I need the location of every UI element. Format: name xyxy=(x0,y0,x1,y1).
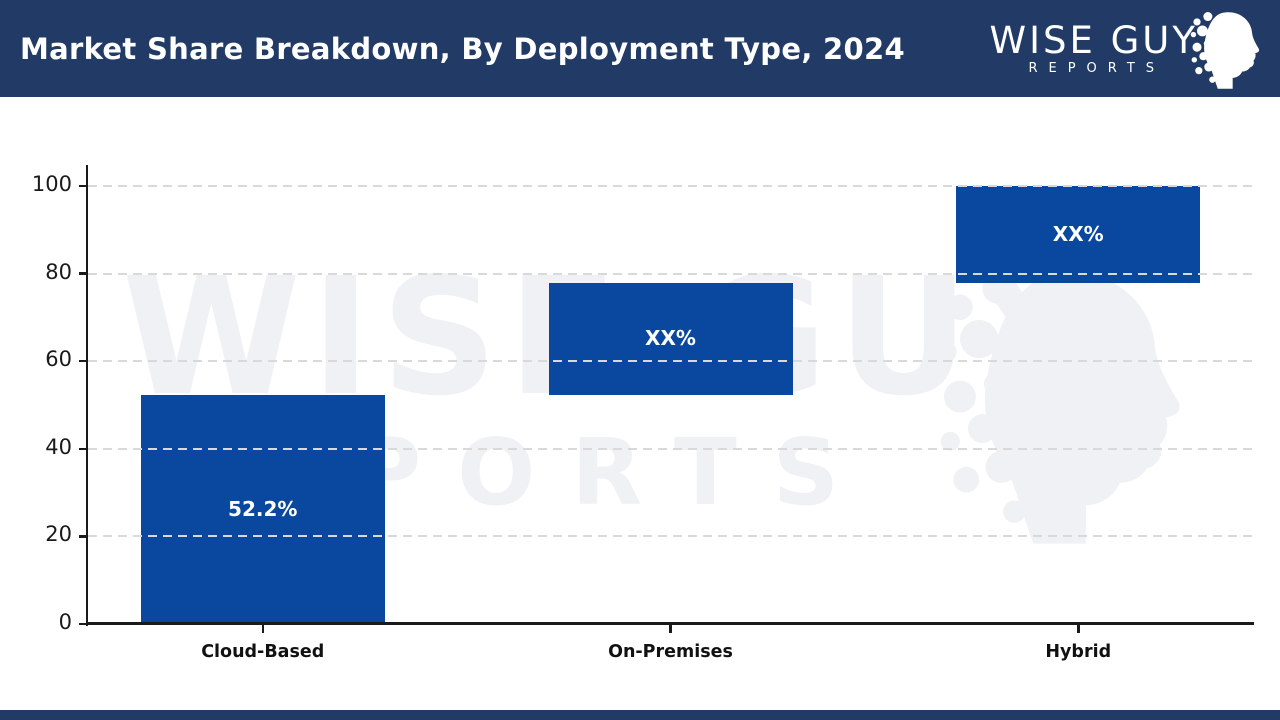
brand-subtitle: REPORTS xyxy=(1028,61,1166,76)
gridline-40 xyxy=(88,447,1253,450)
x-tick-mark xyxy=(1077,625,1080,633)
bar-segment xyxy=(548,283,793,396)
category-label: Cloud-Based xyxy=(201,642,325,662)
y-tick-mark xyxy=(79,447,88,451)
bar-value-label: XX% xyxy=(1052,221,1104,246)
y-axis-line xyxy=(85,165,88,626)
brand-head-icon xyxy=(1190,11,1260,89)
y-tick-label: 0 xyxy=(58,610,72,634)
y-tick-mark xyxy=(79,272,88,275)
brand-name: WISE GUY xyxy=(989,19,1198,62)
category-label: On-Premises xyxy=(608,642,733,662)
brand-logo: WISE GUY REPORTS xyxy=(990,7,1262,91)
header-bar: Market Share Breakdown, By Deployment Ty… xyxy=(0,0,1280,97)
bar-value-label: XX% xyxy=(645,326,696,351)
y-tick-mark xyxy=(79,535,88,538)
x-tick-mark xyxy=(261,625,264,633)
gridline-60 xyxy=(88,360,1253,363)
y-tick-mark xyxy=(79,359,88,363)
gridline-100 xyxy=(88,185,1253,187)
brand-logo-text: WISE GUY REPORTS xyxy=(990,22,1198,75)
y-tick-label: 20 xyxy=(45,522,72,547)
bar-segment xyxy=(140,395,385,624)
y-tick-label: 80 xyxy=(45,259,72,284)
y-tick-label: 100 xyxy=(31,172,72,196)
gridline-80 xyxy=(88,272,1253,275)
x-tick-mark xyxy=(669,625,672,633)
y-tick-label: 60 xyxy=(45,347,72,372)
footer-bar xyxy=(0,710,1280,720)
y-tick-mark xyxy=(79,622,88,626)
gridline-20 xyxy=(88,535,1253,538)
y-tick-mark xyxy=(79,184,88,188)
bar-value-label: 52.2% xyxy=(228,496,298,521)
category-label: Hybrid xyxy=(1045,642,1112,662)
bar-segment xyxy=(956,186,1201,284)
plot-area: 0 20 40 60 80 100 52.2% Cloud-Based XX% On-Premis… xyxy=(32,165,1254,662)
chart-title: Market Share Breakdown, By Deployment Ty… xyxy=(20,31,905,66)
y-tick-label: 40 xyxy=(45,434,72,459)
x-axis-line xyxy=(85,622,1254,625)
